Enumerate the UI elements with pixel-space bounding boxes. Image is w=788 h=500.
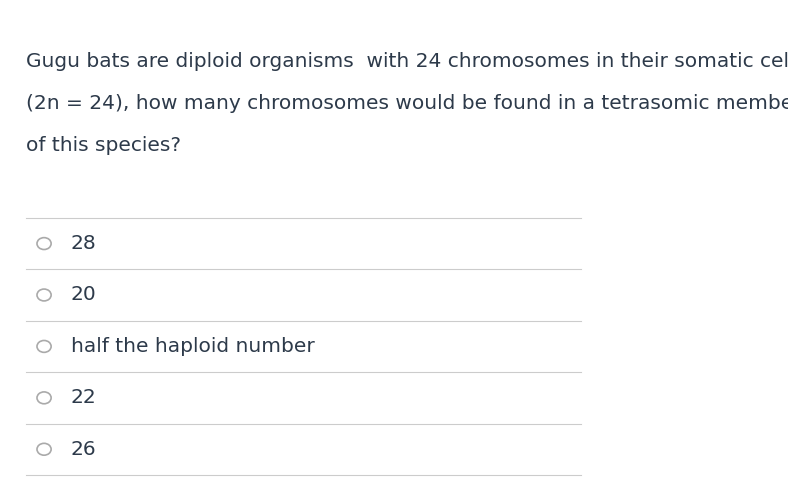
Text: 26: 26 xyxy=(71,440,96,459)
Text: of this species?: of this species? xyxy=(26,136,181,156)
Text: 20: 20 xyxy=(71,286,96,304)
Text: (2n = 24), how many chromosomes would be found in a tetrasomic member: (2n = 24), how many chromosomes would be… xyxy=(26,94,788,113)
Text: 22: 22 xyxy=(71,388,96,407)
Text: half the haploid number: half the haploid number xyxy=(71,337,314,356)
Text: 28: 28 xyxy=(71,234,96,253)
Text: Gugu bats are diploid organisms  with 24 chromosomes in their somatic cells: Gugu bats are diploid organisms with 24 … xyxy=(26,52,788,71)
